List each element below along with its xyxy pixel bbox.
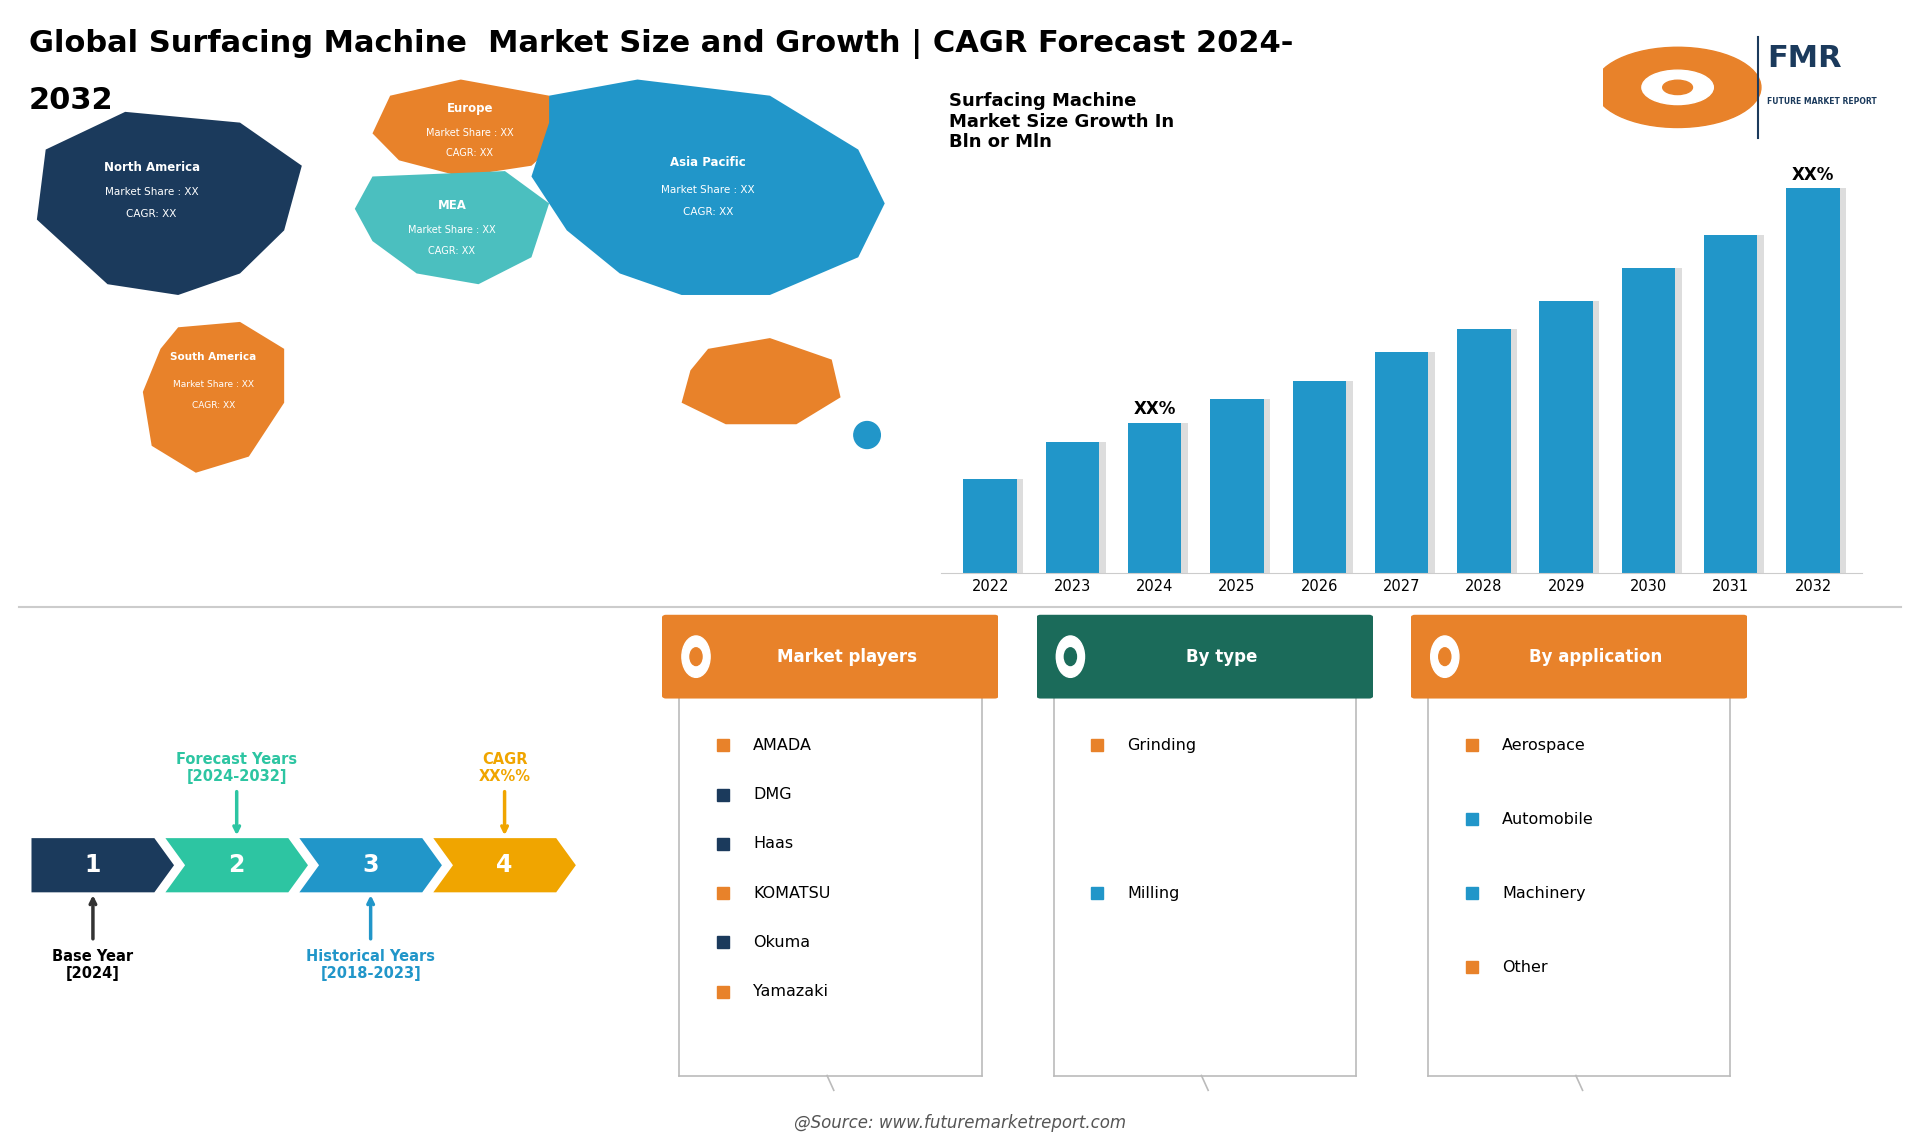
Bar xyxy=(1711,235,1764,573)
Text: @Source: www.futuremarketreport.com: @Source: www.futuremarketreport.com xyxy=(795,1114,1125,1132)
Text: XX%: XX% xyxy=(1791,165,1834,183)
Bar xyxy=(1786,188,1839,573)
Polygon shape xyxy=(142,322,284,472)
Text: FUTURE MARKET REPORT: FUTURE MARKET REPORT xyxy=(1766,97,1876,107)
Text: Market Share : XX: Market Share : XX xyxy=(426,128,513,138)
Text: AMADA: AMADA xyxy=(753,738,812,753)
Polygon shape xyxy=(31,838,175,893)
Circle shape xyxy=(1430,636,1459,677)
Text: KOMATSU: KOMATSU xyxy=(753,886,831,901)
Text: 4: 4 xyxy=(497,854,513,877)
Circle shape xyxy=(1642,70,1713,104)
FancyBboxPatch shape xyxy=(1035,614,1375,699)
Circle shape xyxy=(1438,647,1452,666)
Text: Market Share : XX: Market Share : XX xyxy=(106,187,198,197)
Text: CAGR: XX: CAGR: XX xyxy=(428,245,476,256)
Polygon shape xyxy=(532,79,885,295)
Text: Market Share : XX: Market Share : XX xyxy=(660,185,755,195)
Circle shape xyxy=(689,647,703,666)
Bar xyxy=(1210,399,1263,573)
Bar xyxy=(970,479,1023,573)
Bar xyxy=(1217,399,1271,573)
Polygon shape xyxy=(36,112,301,295)
Text: Forecast Years
[2024-2032]: Forecast Years [2024-2032] xyxy=(177,752,298,784)
Text: MEA: MEA xyxy=(438,198,467,212)
Bar xyxy=(1705,235,1757,573)
Bar xyxy=(1622,268,1674,573)
Text: 1: 1 xyxy=(84,854,102,877)
Text: Machinery: Machinery xyxy=(1501,886,1586,901)
Text: Asia Pacific: Asia Pacific xyxy=(670,156,747,168)
Bar xyxy=(1628,268,1682,573)
Text: XX%: XX% xyxy=(1133,400,1175,418)
Text: CAGR: XX: CAGR: XX xyxy=(684,207,733,218)
Bar xyxy=(1129,423,1181,573)
Text: Europe: Europe xyxy=(445,102,493,115)
FancyBboxPatch shape xyxy=(1409,614,1749,699)
Text: Automobile: Automobile xyxy=(1501,811,1594,826)
Text: Haas: Haas xyxy=(753,837,793,851)
Bar xyxy=(1382,352,1434,573)
Bar xyxy=(1546,300,1599,573)
Text: South America: South America xyxy=(171,352,257,362)
Text: Grinding: Grinding xyxy=(1127,738,1196,753)
Bar xyxy=(1046,441,1098,573)
Text: By application: By application xyxy=(1530,647,1663,666)
Circle shape xyxy=(1056,636,1085,677)
Text: Base Year
[2024]: Base Year [2024] xyxy=(52,949,134,981)
Text: By type: By type xyxy=(1187,647,1258,666)
Text: Other: Other xyxy=(1501,959,1548,974)
Polygon shape xyxy=(165,838,307,893)
Text: Global Surfacing Machine  Market Size and Growth | CAGR Forecast 2024-: Global Surfacing Machine Market Size and… xyxy=(29,29,1294,58)
Polygon shape xyxy=(434,838,576,893)
Polygon shape xyxy=(682,338,841,424)
Text: Okuma: Okuma xyxy=(753,935,810,950)
Text: Market Share : XX: Market Share : XX xyxy=(173,379,253,388)
Bar xyxy=(1793,188,1847,573)
Text: CAGR: XX: CAGR: XX xyxy=(127,209,177,219)
Polygon shape xyxy=(355,171,549,284)
FancyBboxPatch shape xyxy=(660,614,1000,699)
Circle shape xyxy=(1663,80,1693,95)
Bar xyxy=(1292,380,1346,573)
Text: DMG: DMG xyxy=(753,787,791,802)
Text: FMR: FMR xyxy=(1766,45,1841,73)
Circle shape xyxy=(1594,47,1761,127)
Bar xyxy=(1457,329,1511,573)
Ellipse shape xyxy=(854,422,881,448)
Text: 3: 3 xyxy=(363,854,378,877)
Text: 2032: 2032 xyxy=(29,86,113,115)
Circle shape xyxy=(682,636,710,677)
Text: Milling: Milling xyxy=(1127,886,1181,901)
Bar xyxy=(1375,352,1428,573)
Text: Surfacing Machine
Market Size Growth In
Bln or Mln: Surfacing Machine Market Size Growth In … xyxy=(948,92,1175,151)
Text: Historical Years
[2018-2023]: Historical Years [2018-2023] xyxy=(305,949,436,981)
Text: Yamazaki: Yamazaki xyxy=(753,984,828,999)
Text: CAGR: XX: CAGR: XX xyxy=(192,401,234,410)
Bar xyxy=(1052,441,1106,573)
Text: CAGR: XX: CAGR: XX xyxy=(445,148,493,158)
Text: Market players: Market players xyxy=(778,647,918,666)
Bar xyxy=(1463,329,1517,573)
Text: CAGR
XX%%: CAGR XX%% xyxy=(478,752,530,784)
Bar xyxy=(1300,380,1352,573)
Circle shape xyxy=(1064,647,1077,666)
Polygon shape xyxy=(300,838,442,893)
Bar xyxy=(1540,300,1594,573)
Polygon shape xyxy=(372,79,566,176)
Bar xyxy=(1135,423,1188,573)
Text: North America: North America xyxy=(104,162,200,174)
Text: 2: 2 xyxy=(228,854,246,877)
Text: Aerospace: Aerospace xyxy=(1501,738,1586,753)
Text: Market Share : XX: Market Share : XX xyxy=(409,225,495,235)
Bar xyxy=(964,479,1018,573)
